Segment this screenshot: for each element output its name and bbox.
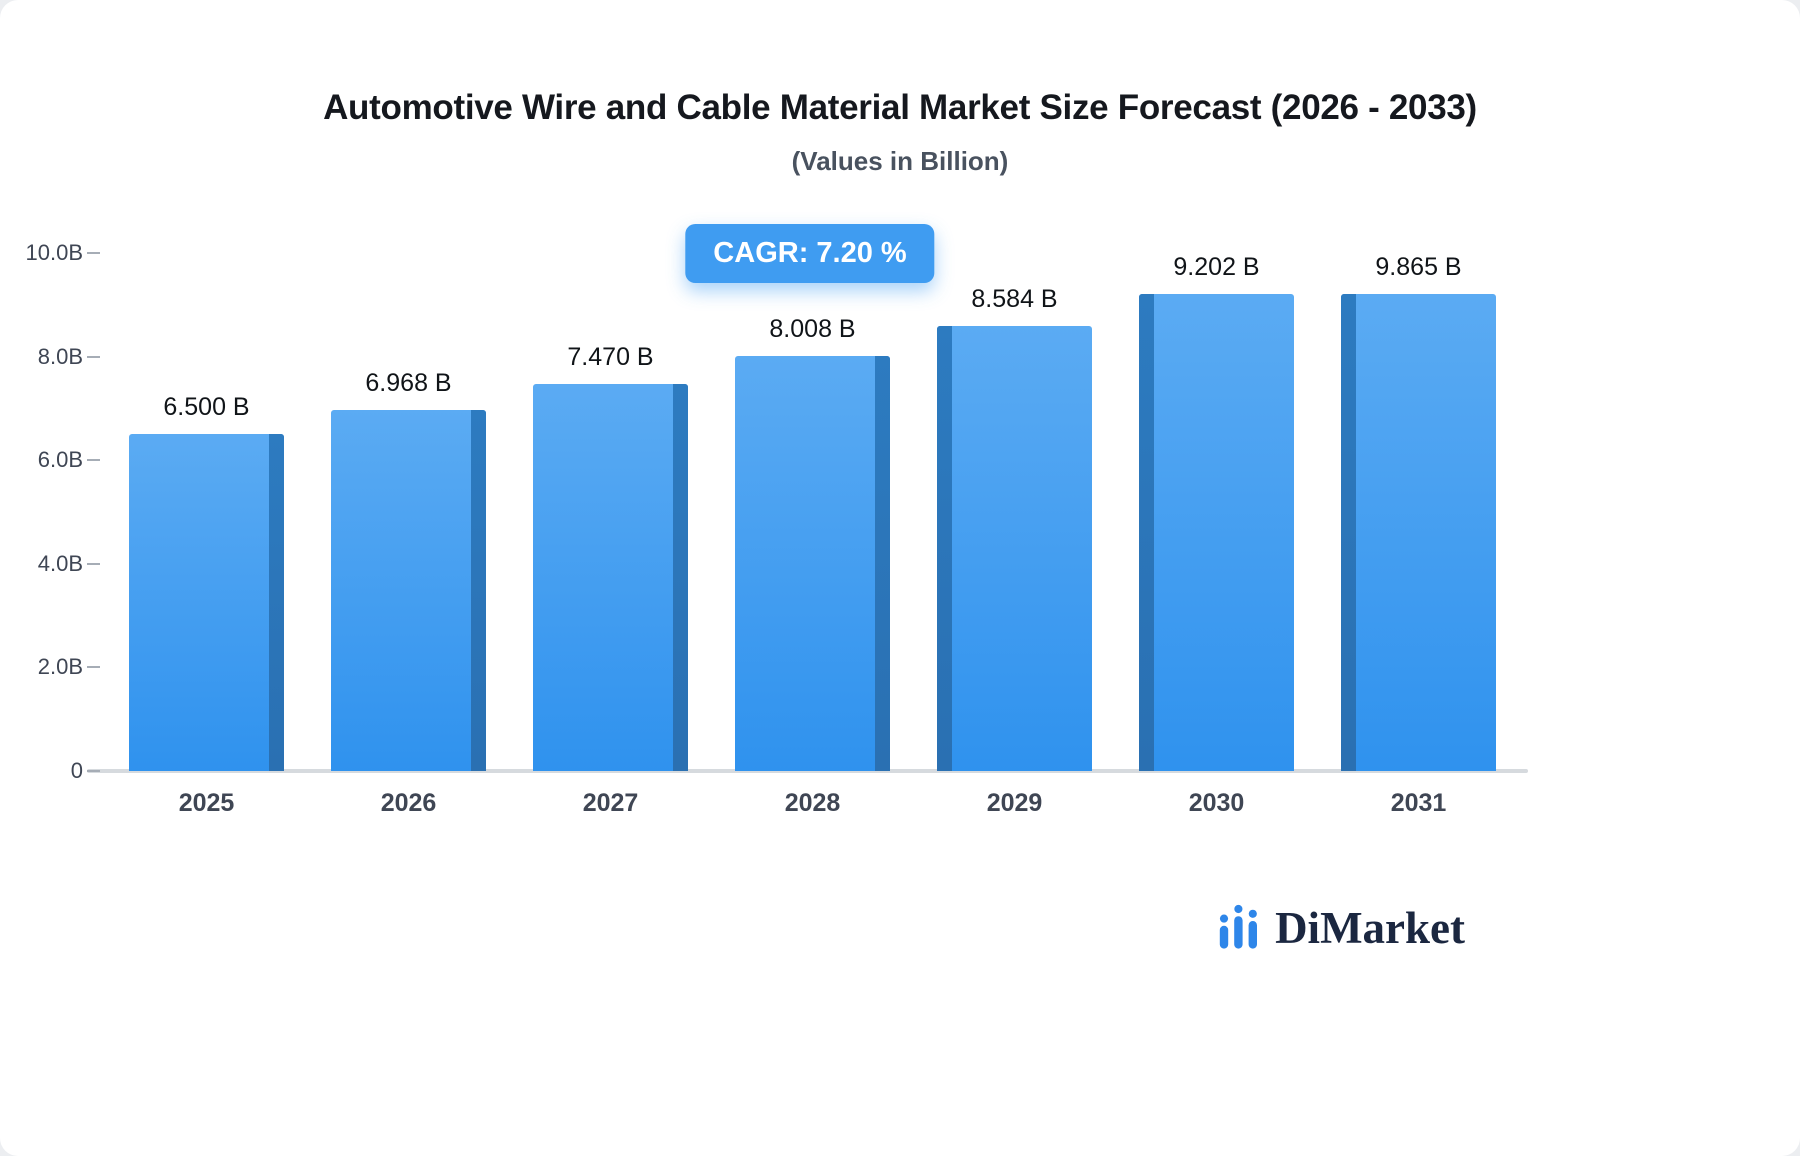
x-axis-label-2029: 2029	[986, 789, 1043, 817]
x-axis-label-2030: 2030	[1188, 789, 1245, 817]
bar-3d-edge	[269, 434, 284, 771]
bar-3d-edge	[937, 326, 952, 771]
x-axis-label-2031: 2031	[1390, 789, 1447, 817]
chart-bar-2031[interactable]	[1341, 294, 1496, 771]
chart-bar-2030[interactable]	[1139, 294, 1294, 771]
bar-group-2030: 9.202 B 2030	[1139, 253, 1294, 817]
bars-container: 6.500 B 2025 6.968 B 2026 7.470 B 2027 8.008 B…	[105, 253, 1520, 817]
y-tick-mark	[87, 459, 100, 462]
bar-chart-logo-icon	[1219, 904, 1258, 949]
y-tick-mark	[87, 562, 100, 565]
chart-bar-2026[interactable]	[331, 410, 486, 771]
x-axis-label-2025: 2025	[178, 789, 235, 817]
y-tick-label: 6.0B	[37, 447, 83, 473]
y-tick-label: 4.0B	[37, 550, 83, 576]
bar-group-2031: 9.865 B 2031	[1341, 253, 1496, 817]
bar-group-2028: 8.008 B 2028	[735, 253, 890, 817]
y-tick-mark	[87, 355, 100, 358]
bar-value-label: 9.202 B	[1173, 253, 1260, 282]
bar-3d-edge	[673, 384, 688, 771]
x-axis-line	[87, 769, 1528, 773]
x-axis-label-2026: 2026	[380, 789, 437, 817]
y-tick-mark	[87, 252, 100, 254]
y-tick-mark	[87, 666, 100, 669]
chart-subtitle: (Values in Billion)	[791, 146, 1009, 176]
y-tick-label: 0	[70, 758, 83, 783]
bar-3d-edge	[875, 356, 890, 771]
bar-group-2026: 6.968 B 2026	[331, 253, 486, 817]
chart-bar-2028[interactable]	[735, 356, 890, 771]
cagr-badge: CAGR: 7.20 %	[685, 224, 935, 283]
logo-text: DiMarket	[1275, 903, 1465, 953]
bar-3d-edge	[1139, 294, 1154, 771]
y-tick-label: 8.0B	[37, 343, 83, 369]
y-tick-label: 10.0B	[25, 240, 84, 265]
y-tick-label: 2.0B	[37, 654, 83, 680]
bar-value-label: 6.500 B	[163, 393, 250, 422]
bar-group-2027: 7.470 B 2027	[533, 253, 688, 817]
bar-value-label: 7.470 B	[567, 343, 654, 372]
bar-value-label: 8.008 B	[769, 315, 856, 344]
x-axis-label-2027: 2027	[582, 789, 639, 817]
bar-value-label: 9.865 B	[1375, 253, 1462, 281]
dimarket-logo: DiMarket	[1215, 903, 1465, 951]
bar-3d-edge	[471, 410, 486, 771]
plot-area: 6.500 B 2025 6.968 B 2026 7.470 B 2027 8.008 B…	[26, 240, 1528, 817]
y-tick-mark	[87, 770, 100, 772]
chart-title: Automotive Wire and Cable Material Marke…	[323, 88, 1477, 127]
chart-bar-2029[interactable]	[937, 326, 1092, 771]
bar-value-label: 8.584 B	[971, 285, 1058, 314]
bar-group-2025: 6.500 B 2025	[129, 253, 284, 817]
chart-bar-2027[interactable]	[533, 384, 688, 771]
chart-bar-2025[interactable]	[129, 434, 284, 771]
x-axis-label-2028: 2028	[784, 789, 841, 817]
bar-3d-edge	[1341, 294, 1356, 771]
bar-group-2029: 8.584 B 2029	[937, 253, 1092, 817]
bar-value-label: 6.968 B	[365, 369, 452, 398]
